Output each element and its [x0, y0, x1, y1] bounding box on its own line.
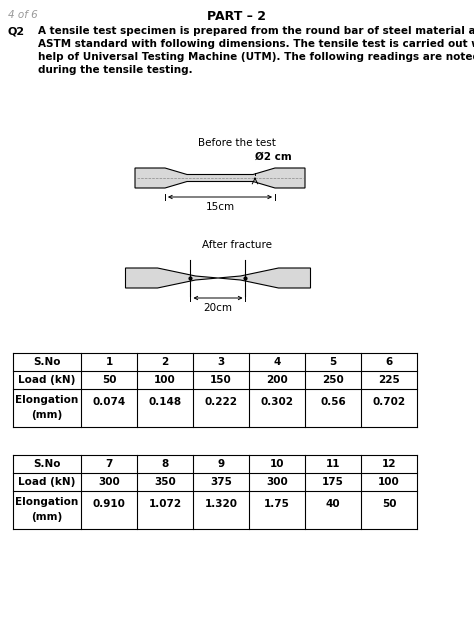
Text: 375: 375	[210, 477, 232, 487]
Text: 15cm: 15cm	[205, 202, 235, 212]
Polygon shape	[218, 268, 310, 288]
Text: Load (kN): Load (kN)	[18, 477, 76, 487]
Text: 1.320: 1.320	[204, 499, 237, 509]
Text: during the tensile testing.: during the tensile testing.	[38, 65, 192, 75]
Text: 350: 350	[154, 477, 176, 487]
Text: 250: 250	[322, 375, 344, 385]
Text: 1.072: 1.072	[148, 499, 182, 509]
Text: After fracture: After fracture	[202, 240, 272, 250]
Text: 0.148: 0.148	[148, 398, 182, 408]
Text: Elongation: Elongation	[15, 497, 79, 507]
Text: S.No: S.No	[33, 357, 61, 367]
Text: 7: 7	[105, 459, 113, 469]
Text: 20cm: 20cm	[203, 303, 233, 313]
Text: 12: 12	[382, 459, 396, 469]
Text: 50: 50	[382, 499, 396, 509]
Text: 300: 300	[266, 477, 288, 487]
Text: 150: 150	[210, 375, 232, 385]
Polygon shape	[135, 168, 305, 188]
Text: 0.222: 0.222	[204, 398, 237, 408]
Text: 225: 225	[378, 375, 400, 385]
Text: 1: 1	[105, 357, 113, 367]
Text: (mm): (mm)	[31, 410, 63, 420]
Text: 4 of 6: 4 of 6	[8, 10, 38, 20]
Text: 11: 11	[326, 459, 340, 469]
Text: 1.75: 1.75	[264, 499, 290, 509]
Text: Q2: Q2	[8, 26, 25, 36]
Text: 40: 40	[326, 499, 340, 509]
Text: 10: 10	[270, 459, 284, 469]
Text: 0.56: 0.56	[320, 398, 346, 408]
Text: 8: 8	[161, 459, 169, 469]
Text: 0.074: 0.074	[92, 398, 126, 408]
Text: Ø2 cm: Ø2 cm	[255, 152, 292, 162]
Text: Elongation: Elongation	[15, 394, 79, 404]
Text: S.No: S.No	[33, 459, 61, 469]
Text: 3: 3	[218, 357, 225, 367]
Text: 0.702: 0.702	[373, 398, 406, 408]
Text: A tensile test specimen is prepared from the round bar of steel material as per: A tensile test specimen is prepared from…	[38, 26, 474, 36]
Text: 300: 300	[98, 477, 120, 487]
Text: 5: 5	[329, 357, 337, 367]
Text: 200: 200	[266, 375, 288, 385]
Text: 175: 175	[322, 477, 344, 487]
Text: 2: 2	[161, 357, 169, 367]
Text: Before the test: Before the test	[198, 138, 276, 148]
Text: 100: 100	[154, 375, 176, 385]
Text: 6: 6	[385, 357, 392, 367]
Text: 9: 9	[218, 459, 225, 469]
Text: 100: 100	[378, 477, 400, 487]
Text: 0.910: 0.910	[92, 499, 126, 509]
Text: PART – 2: PART – 2	[208, 10, 266, 23]
Text: ASTM standard with following dimensions. The tensile test is carried out with th: ASTM standard with following dimensions.…	[38, 39, 474, 49]
Polygon shape	[126, 268, 218, 288]
Text: 0.302: 0.302	[261, 398, 293, 408]
Text: (mm): (mm)	[31, 512, 63, 522]
Text: 4: 4	[273, 357, 281, 367]
Text: Load (kN): Load (kN)	[18, 375, 76, 385]
Text: help of Universal Testing Machine (UTM). The following readings are noted: help of Universal Testing Machine (UTM).…	[38, 52, 474, 62]
Text: 50: 50	[102, 375, 116, 385]
